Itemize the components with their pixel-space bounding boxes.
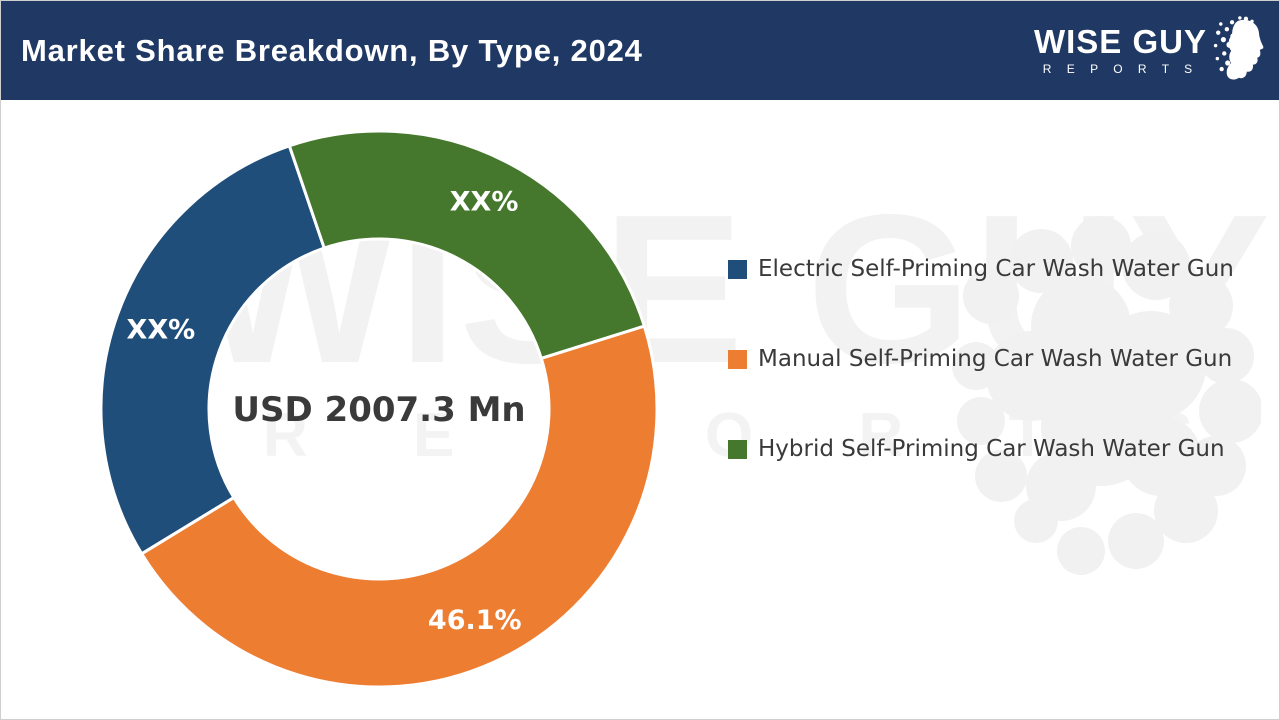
legend-label-hybrid: Hybrid Self-Priming Car Wash Water Gun <box>758 436 1225 462</box>
legend-swatch-hybrid <box>728 439 747 459</box>
donut-segment-2 <box>287 129 646 360</box>
legend-item-manual: Manual Self-Priming Car Wash Water Gun <box>728 346 1234 372</box>
donut-segment-0 <box>99 144 326 556</box>
segment-value-label-0: XX% <box>127 315 196 346</box>
segment-value-label-1: 46.1% <box>428 605 522 636</box>
segment-value-label-2: XX% <box>450 187 519 218</box>
page-title: Market Share Breakdown, By Type, 2024 <box>21 32 643 68</box>
legend: Electric Self-Priming Car Wash Water Gun… <box>728 256 1234 526</box>
brand-text: WISE GUY R E P O R T S <box>1034 25 1207 76</box>
legend-label-electric: Electric Self-Priming Car Wash Water Gun <box>758 256 1234 282</box>
brand-logo: WISE GUY R E P O R T S <box>1034 9 1265 91</box>
brand-name-text: WISE GUY <box>1033 22 1207 60</box>
legend-label-manual: Manual Self-Priming Car Wash Water Gun <box>758 346 1233 372</box>
header: Market Share Breakdown, By Type, 2024 WI… <box>1 1 1279 100</box>
legend-swatch-manual <box>728 349 747 369</box>
donut-segment-1 <box>140 324 659 689</box>
legend-item-hybrid: Hybrid Self-Priming Car Wash Water Gun <box>728 436 1234 462</box>
legend-item-electric: Electric Self-Priming Car Wash Water Gun <box>728 256 1234 282</box>
brand-reports-text: R E P O R T S <box>1042 61 1199 76</box>
donut-svg: XX% 46.1% XX% <box>99 129 659 689</box>
donut-center-label: USD 2007.3 Mn <box>232 390 526 430</box>
brand-face-icon <box>1213 16 1264 80</box>
legend-swatch-electric <box>728 259 747 279</box>
